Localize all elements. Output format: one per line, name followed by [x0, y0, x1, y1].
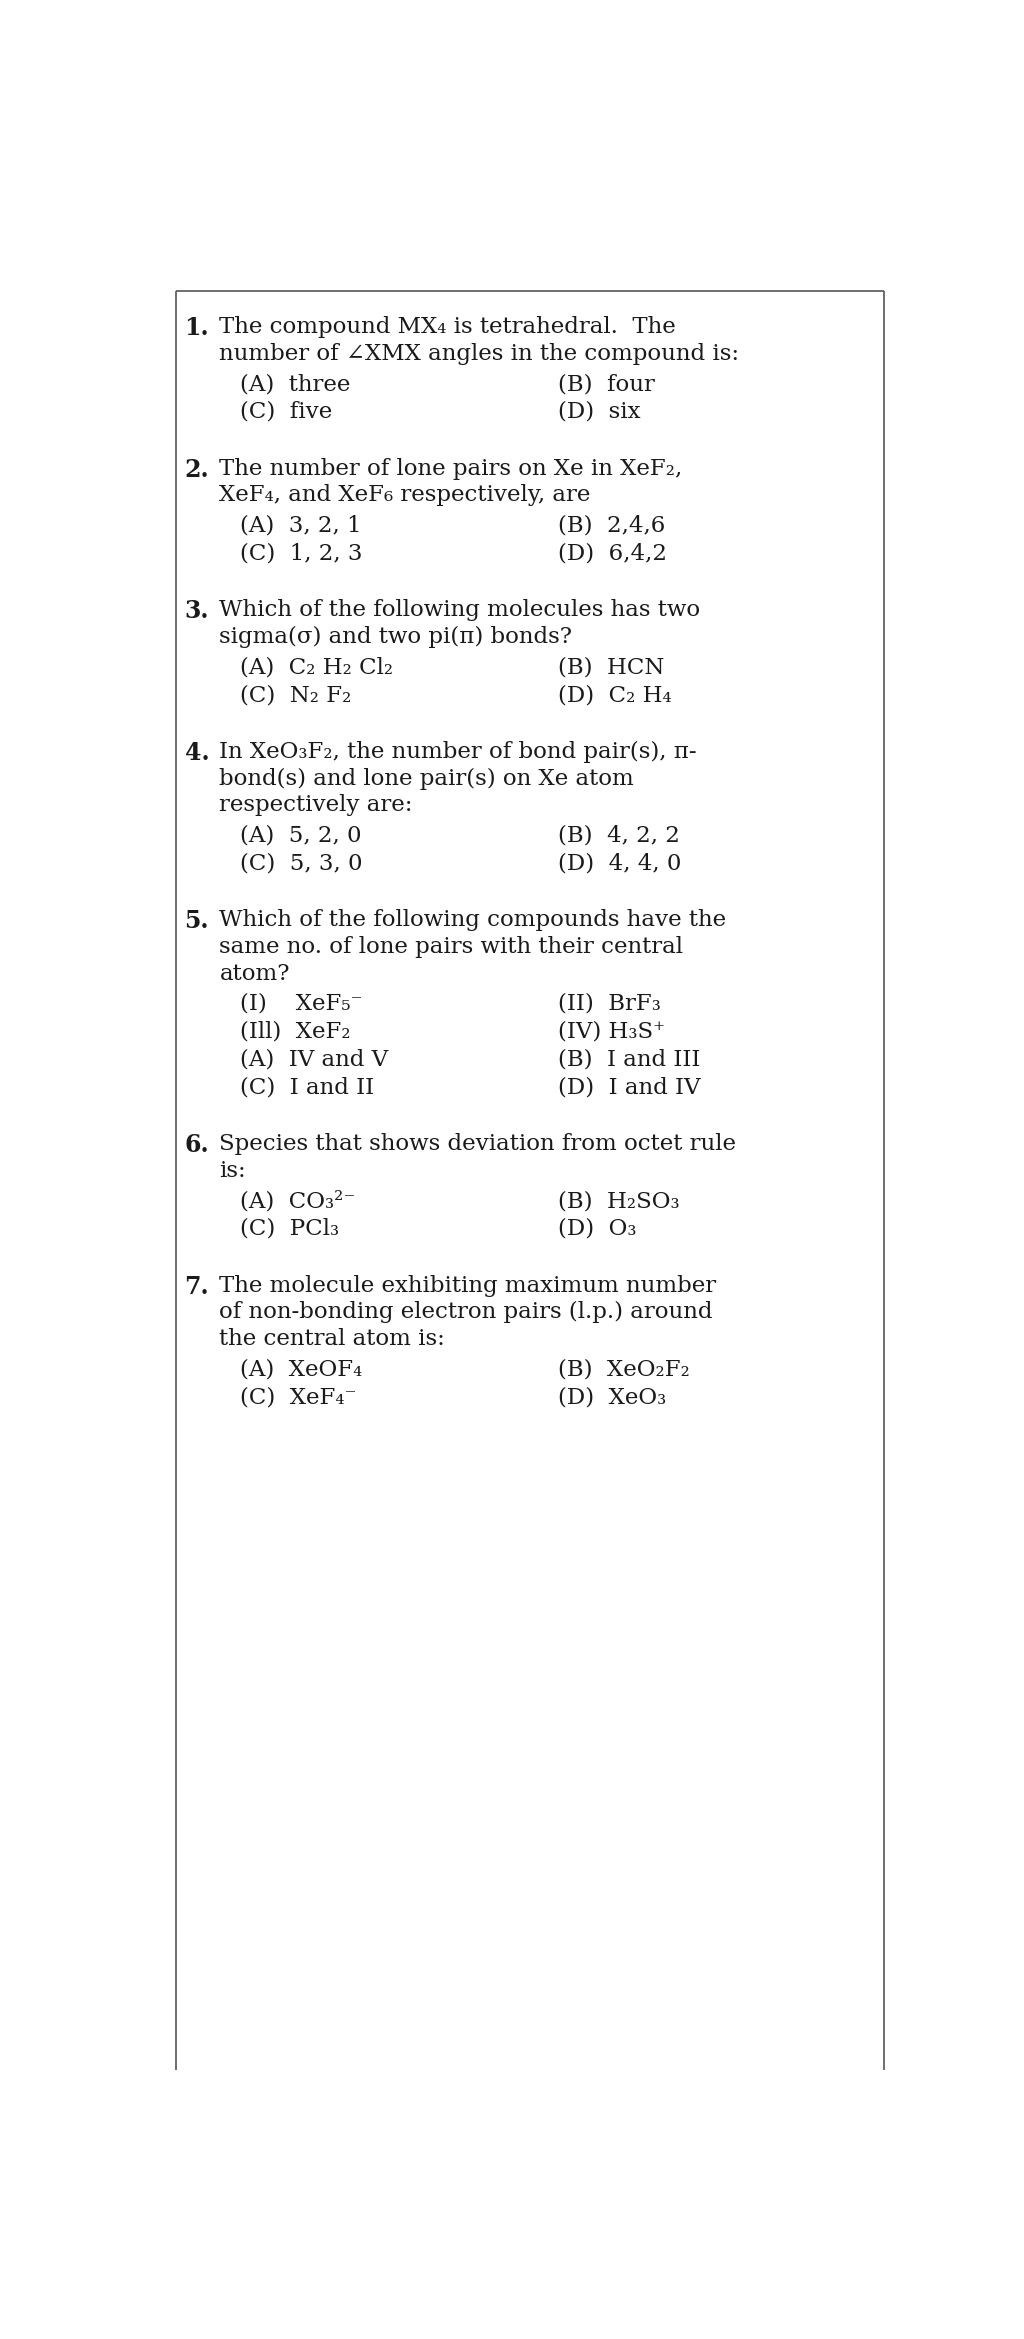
Text: (B)  HCN: (B) HCN — [558, 657, 665, 678]
Text: (IV) H₃S⁺: (IV) H₃S⁺ — [558, 1020, 666, 1043]
Text: In XeO₃F₂, the number of bond pair(s), π-: In XeO₃F₂, the number of bond pair(s), π… — [219, 741, 697, 763]
Text: (D)  C₂ H₄: (D) C₂ H₄ — [558, 685, 672, 706]
Text: 3.: 3. — [184, 599, 209, 625]
Text: (C)  PCl₃: (C) PCl₃ — [241, 1219, 340, 1240]
Text: the central atom is:: the central atom is: — [219, 1329, 445, 1350]
Text: (D)  six: (D) six — [558, 400, 641, 423]
Text: (A)  C₂ H₂ Cl₂: (A) C₂ H₂ Cl₂ — [241, 657, 393, 678]
Text: 5.: 5. — [184, 910, 209, 933]
Text: 4.: 4. — [184, 741, 209, 765]
Text: number of ∠XMX angles in the compound is:: number of ∠XMX angles in the compound is… — [219, 344, 739, 365]
Text: of non-bonding electron pairs (l.p.) around: of non-bonding electron pairs (l.p.) aro… — [219, 1300, 713, 1324]
Text: (B)  4, 2, 2: (B) 4, 2, 2 — [558, 826, 680, 847]
Text: (D)  XeO₃: (D) XeO₃ — [558, 1387, 667, 1408]
Text: The molecule exhibiting maximum number: The molecule exhibiting maximum number — [219, 1275, 717, 1296]
Text: (Ill)  XeF₂: (Ill) XeF₂ — [241, 1020, 351, 1043]
Text: (C)  five: (C) five — [241, 400, 333, 423]
Text: (A)  XeOF₄: (A) XeOF₄ — [241, 1359, 362, 1380]
Text: Species that shows deviation from octet rule: Species that shows deviation from octet … — [219, 1132, 736, 1155]
Text: atom?: atom? — [219, 964, 290, 985]
Text: (C)  1, 2, 3: (C) 1, 2, 3 — [241, 543, 362, 564]
Text: (I)    XeF₅⁻: (I) XeF₅⁻ — [241, 994, 362, 1015]
Text: Which of the following compounds have the: Which of the following compounds have th… — [219, 910, 727, 931]
Text: (C)  N₂ F₂: (C) N₂ F₂ — [241, 685, 352, 706]
Text: (D)  I and IV: (D) I and IV — [558, 1076, 700, 1097]
Text: (B)  2,4,6: (B) 2,4,6 — [558, 515, 666, 536]
Text: is:: is: — [219, 1160, 246, 1181]
Text: (B)  XeO₂F₂: (B) XeO₂F₂ — [558, 1359, 690, 1380]
Text: (D)  6,4,2: (D) 6,4,2 — [558, 543, 667, 564]
Text: 7.: 7. — [184, 1275, 209, 1298]
Text: respectively are:: respectively are: — [219, 795, 413, 816]
Text: (B)  I and III: (B) I and III — [558, 1048, 700, 1071]
Text: sigma(σ) and two pi(π) bonds?: sigma(σ) and two pi(π) bonds? — [219, 627, 572, 648]
Text: (C)  XeF₄⁻: (C) XeF₄⁻ — [241, 1387, 357, 1408]
Text: (D)  O₃: (D) O₃ — [558, 1219, 637, 1240]
Text: (A)  three: (A) three — [241, 374, 351, 395]
Text: 2.: 2. — [184, 458, 209, 482]
Text: (A)  IV and V: (A) IV and V — [241, 1048, 388, 1071]
Text: (II)  BrF₃: (II) BrF₃ — [558, 994, 662, 1015]
Text: same no. of lone pairs with their central: same no. of lone pairs with their centra… — [219, 936, 683, 959]
Text: The number of lone pairs on Xe in XeF₂,: The number of lone pairs on Xe in XeF₂, — [219, 458, 683, 479]
Text: XeF₄, and XeF₆ respectively, are: XeF₄, and XeF₆ respectively, are — [219, 484, 591, 505]
Text: bond(s) and lone pair(s) on Xe atom: bond(s) and lone pair(s) on Xe atom — [219, 767, 634, 791]
Text: (A)  CO₃²⁻: (A) CO₃²⁻ — [241, 1191, 355, 1212]
Text: (B)  H₂SO₃: (B) H₂SO₃ — [558, 1191, 680, 1212]
Text: The compound MX₄ is tetrahedral.  The: The compound MX₄ is tetrahedral. The — [219, 316, 676, 339]
Text: (C)  I and II: (C) I and II — [241, 1076, 375, 1097]
Text: (C)  5, 3, 0: (C) 5, 3, 0 — [241, 851, 362, 875]
Text: (A)  3, 2, 1: (A) 3, 2, 1 — [241, 515, 361, 536]
Text: (A)  5, 2, 0: (A) 5, 2, 0 — [241, 826, 361, 847]
Text: 6.: 6. — [184, 1132, 209, 1158]
Text: (B)  four: (B) four — [558, 374, 655, 395]
Text: 1.: 1. — [184, 316, 209, 339]
Text: (D)  4, 4, 0: (D) 4, 4, 0 — [558, 851, 682, 875]
Text: Which of the following molecules has two: Which of the following molecules has two — [219, 599, 700, 622]
